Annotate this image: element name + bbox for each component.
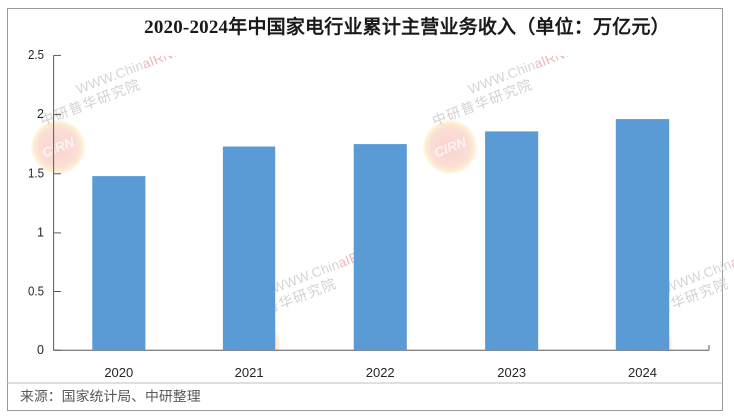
svg-text:来源：国家统计局、中研整理: 来源：国家统计局、中研整理 [20, 388, 201, 404]
svg-text:1.5: 1.5 [28, 167, 44, 181]
svg-text:0: 0 [37, 343, 44, 357]
svg-text:2020: 2020 [104, 365, 133, 380]
svg-text:1: 1 [37, 226, 44, 240]
svg-text:2022: 2022 [366, 365, 395, 380]
svg-text:2: 2 [37, 107, 44, 121]
svg-text:2021: 2021 [235, 365, 264, 380]
svg-text:0.5: 0.5 [28, 285, 44, 299]
svg-text:2.5: 2.5 [28, 48, 44, 62]
svg-text:2023: 2023 [497, 365, 526, 380]
svg-text:2024: 2024 [628, 365, 657, 380]
